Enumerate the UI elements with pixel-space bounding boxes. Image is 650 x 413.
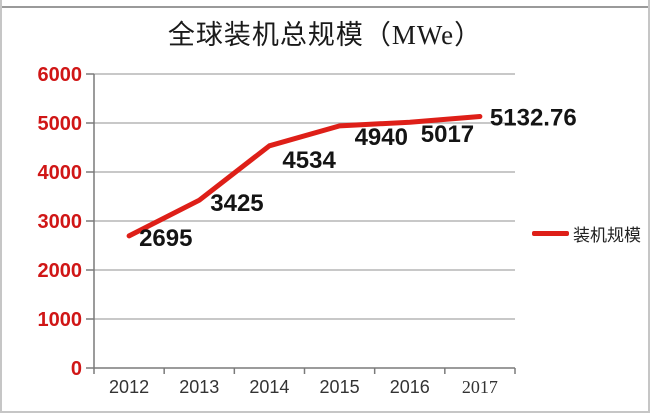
- top-divider: [2, 6, 648, 8]
- legend-label: 装机规模: [573, 225, 641, 245]
- y-axis-label: 6000: [38, 64, 83, 86]
- data-point-label: 5017: [421, 121, 474, 148]
- x-axis-label: 2013: [179, 377, 219, 397]
- x-axis-label: 2016: [390, 377, 430, 397]
- x-axis-label: 2012: [109, 377, 149, 397]
- data-point-label: 4940: [355, 124, 408, 151]
- y-axis-label: 3000: [38, 211, 83, 233]
- x-axis-label: 2015: [320, 377, 360, 397]
- data-point-label: 2695: [139, 225, 192, 252]
- data-point-label: 3425: [210, 190, 263, 217]
- y-axis-label: 4000: [38, 162, 83, 184]
- y-axis-label: 2000: [38, 260, 83, 282]
- y-axis-label: 0: [71, 358, 82, 380]
- y-axis-label: 5000: [38, 113, 83, 135]
- x-axis-label: 2017: [462, 377, 498, 397]
- x-axis-label: 2014: [249, 377, 289, 397]
- chart-title: 全球装机总规模（MWe）: [167, 20, 483, 50]
- y-axis-label: 1000: [38, 309, 83, 331]
- data-point-label: 5132.76: [490, 104, 577, 131]
- data-point-label: 4534: [282, 147, 336, 174]
- legend: 装机规模: [532, 222, 641, 245]
- legend-line-marker: [532, 230, 569, 236]
- series-line: [126, 114, 483, 239]
